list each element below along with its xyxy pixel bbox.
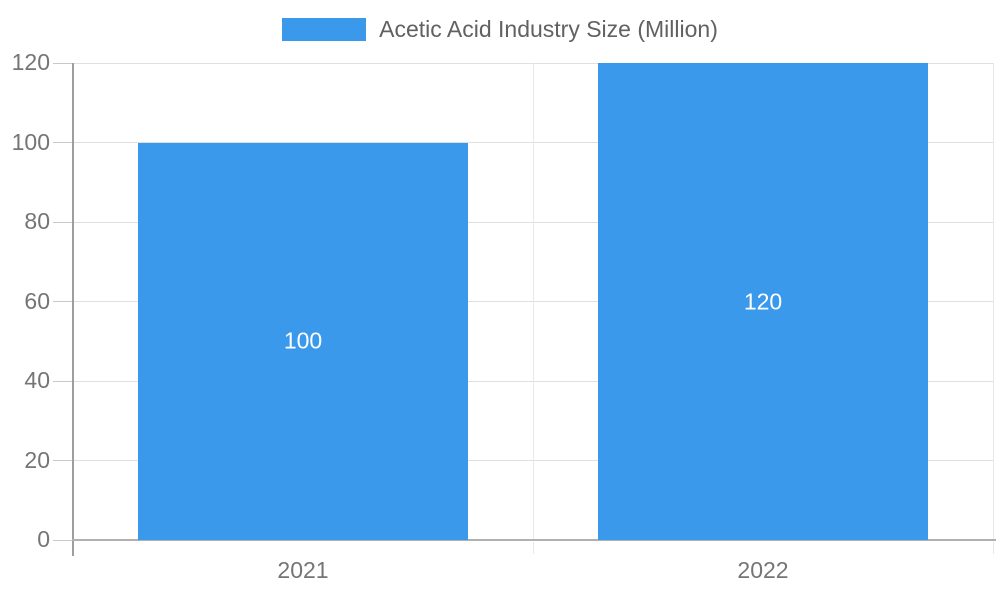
category-boundary-tick: [532, 542, 534, 554]
y-tick-label: 80: [24, 207, 50, 234]
y-tick-label: 100: [11, 128, 50, 155]
y-axis-tick: [53, 142, 73, 143]
bar: [138, 142, 468, 540]
y-axis-tick: [53, 380, 73, 382]
y-axis-tick: [53, 62, 73, 64]
legend-swatch: [282, 18, 367, 41]
bar: [598, 63, 928, 540]
x-tick-label: 2021: [277, 557, 329, 583]
chart-legend: Acetic Acid Industry Size (Million): [0, 16, 1000, 43]
x-tick-label: 2022: [737, 557, 789, 583]
y-tick-label: 0: [37, 525, 50, 552]
category-boundary-line: [992, 63, 994, 540]
y-axis-tick: [53, 539, 73, 541]
y-tick-label: 120: [11, 48, 50, 75]
bar-value-label: 120: [743, 288, 783, 314]
legend-label: Acetic Acid Industry Size (Million): [379, 16, 718, 42]
y-axis-tick: [53, 301, 73, 302]
y-axis-line: [72, 63, 74, 556]
y-tick-label: 20: [24, 446, 50, 473]
y-tick-label: 40: [24, 366, 50, 393]
y-tick-label: 60: [24, 287, 50, 314]
category-boundary-tick: [992, 542, 994, 554]
category-boundary-line: [532, 63, 534, 540]
x-axis-line: [72, 539, 996, 541]
y-axis-tick: [53, 221, 73, 223]
bar-value-label: 100: [283, 327, 323, 354]
y-axis-tick: [53, 460, 73, 461]
